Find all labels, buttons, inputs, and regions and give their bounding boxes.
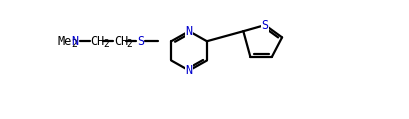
Text: 2: 2 bbox=[126, 39, 132, 49]
Text: S: S bbox=[261, 19, 269, 32]
Text: CH: CH bbox=[114, 35, 128, 48]
Text: 2: 2 bbox=[103, 39, 109, 49]
Text: N: N bbox=[71, 35, 79, 48]
Text: Me: Me bbox=[57, 35, 72, 48]
Text: 2: 2 bbox=[71, 39, 77, 49]
Text: CH: CH bbox=[91, 35, 105, 48]
Text: N: N bbox=[186, 25, 193, 38]
Text: N: N bbox=[186, 64, 193, 77]
Text: S: S bbox=[137, 35, 144, 48]
